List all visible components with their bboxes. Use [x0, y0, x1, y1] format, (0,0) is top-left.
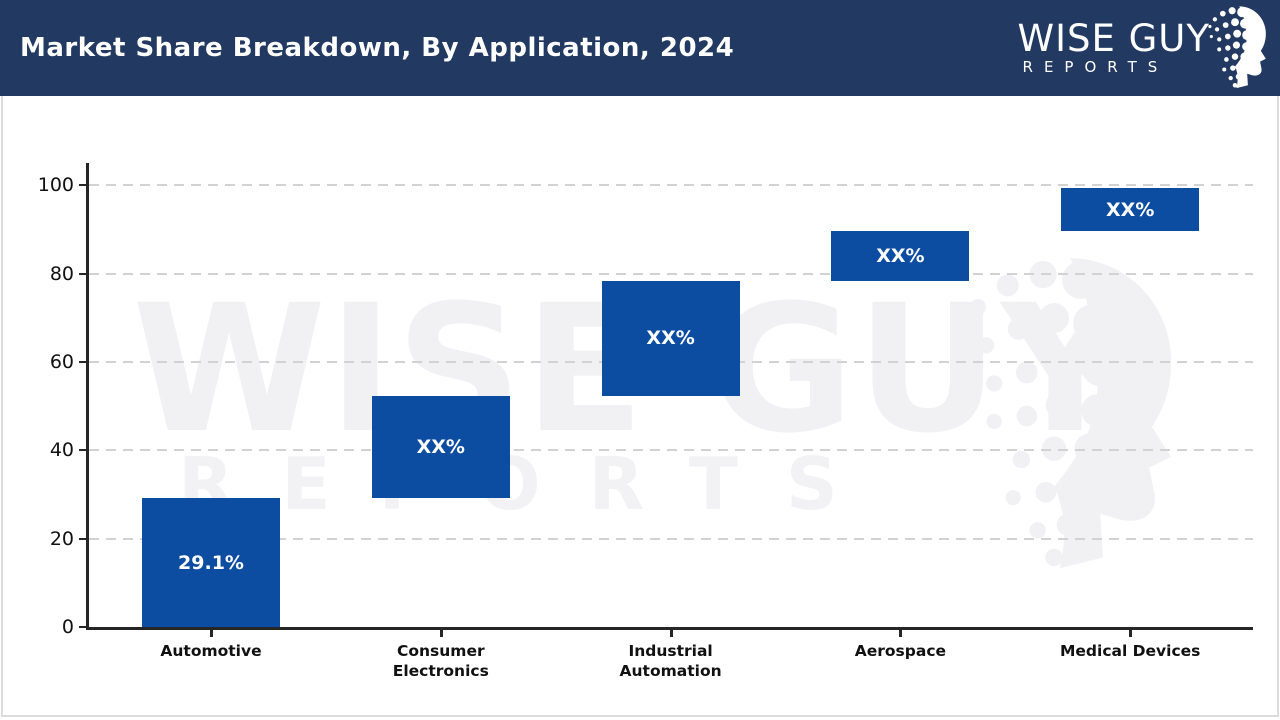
x-axis-line	[86, 627, 1253, 630]
y-tick-label-20: 20	[49, 527, 74, 550]
bar-medical-devices	[1061, 188, 1200, 232]
gridline-40	[89, 449, 1253, 452]
gridline-20	[89, 537, 1253, 540]
y-tick-label-100: 100	[37, 174, 74, 197]
wiseguy-logo-text: WISE GUY REPORTS	[1017, 16, 1210, 77]
bar-label-medical-devices: XX%	[1106, 198, 1155, 221]
y-axis-line	[86, 163, 89, 630]
y-tick-80	[79, 272, 88, 275]
x-axis-label-consumer-electronics: Consumer Electronics	[392, 642, 489, 681]
y-tick-label-80: 80	[49, 262, 74, 285]
y-tick-0	[79, 626, 88, 628]
y-tick-100	[79, 184, 88, 187]
bar-consumer-electronics	[371, 395, 510, 499]
x-axis-label-industrial-automation: Industrial Automation	[619, 642, 722, 681]
logo-subtext: REPORTS	[1022, 58, 1169, 77]
x-tick-medical-devices	[1129, 627, 1133, 637]
bar-aerospace	[831, 231, 970, 281]
y-tick-40	[79, 449, 88, 452]
gridline-100	[89, 184, 1253, 187]
y-tick-20	[79, 537, 88, 540]
gridline-80	[89, 272, 1253, 275]
x-tick-industrial-automation	[669, 627, 673, 637]
logo-wordmark: WISE GUY	[1017, 16, 1210, 60]
y-tick-label-0: 0	[61, 616, 74, 638]
x-axis-label-automotive: Automotive	[160, 642, 262, 660]
x-tick-aerospace	[899, 627, 903, 637]
x-axis-label-aerospace: Aerospace	[854, 642, 947, 660]
bar-industrial-automation	[601, 280, 740, 396]
bar-label-automotive: 29.1%	[178, 551, 244, 574]
x-axis-label-medical-devices: Medical Devices	[1059, 642, 1201, 660]
y-tick-label-60: 60	[49, 351, 74, 374]
bar-label-industrial-automation: XX%	[646, 327, 695, 350]
y-tick-60	[79, 361, 88, 364]
bar-label-aerospace: XX%	[876, 245, 925, 268]
header: Market Share Breakdown, By Application, …	[0, 0, 1280, 96]
bar-label-consumer-electronics: XX%	[416, 436, 465, 459]
y-tick-label-40: 40	[49, 439, 74, 462]
wiseguy-logo: WISE GUY REPORTS	[1018, 5, 1274, 91]
x-tick-automotive	[210, 627, 213, 637]
page-title: Market Share Breakdown, By Application, …	[20, 33, 735, 63]
x-tick-consumer-electronics	[439, 627, 443, 637]
bar-automotive	[142, 498, 280, 627]
